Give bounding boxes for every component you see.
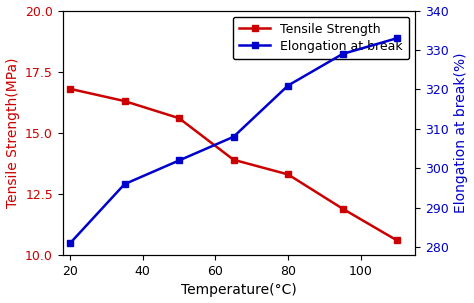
Tensile Strength <box>285 173 291 176</box>
X-axis label: Temperature(°C): Temperature(°C) <box>181 283 297 298</box>
Elongation at break <box>176 159 182 162</box>
Tensile Strength <box>394 239 400 242</box>
Tensile Strength <box>176 116 182 120</box>
Elongation at break <box>285 84 291 87</box>
Elongation at break <box>231 135 237 139</box>
Legend: Tensile Strength, Elongation at break: Tensile Strength, Elongation at break <box>233 17 409 59</box>
Line: Tensile Strength: Tensile Strength <box>66 85 401 244</box>
Tensile Strength <box>67 87 73 91</box>
Elongation at break <box>340 52 346 56</box>
Elongation at break <box>122 182 128 186</box>
Y-axis label: Tensile Strength(MPa): Tensile Strength(MPa) <box>6 58 19 208</box>
Elongation at break <box>67 241 73 245</box>
Tensile Strength <box>231 158 237 161</box>
Line: Elongation at break: Elongation at break <box>66 35 401 247</box>
Tensile Strength <box>122 99 128 103</box>
Tensile Strength <box>340 207 346 211</box>
Y-axis label: Elongation at break(%): Elongation at break(%) <box>455 53 468 213</box>
Elongation at break <box>394 36 400 40</box>
